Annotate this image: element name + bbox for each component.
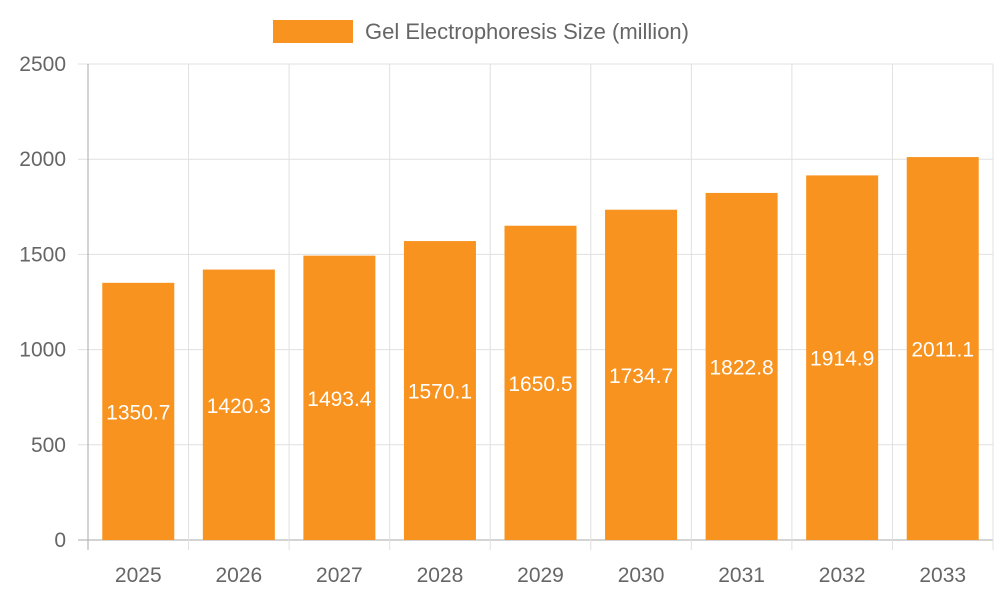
data-label: 2011.1 bbox=[911, 339, 974, 362]
legend-swatch bbox=[273, 20, 353, 43]
bar bbox=[906, 157, 979, 541]
data-label: 1914.9 bbox=[810, 348, 874, 371]
x-tick-label: 2031 bbox=[718, 564, 765, 587]
bar bbox=[504, 225, 577, 540]
bar bbox=[403, 241, 476, 540]
y-tick-label: 2000 bbox=[19, 148, 66, 171]
x-tick-label: 2032 bbox=[819, 564, 866, 587]
data-label: 1350.7 bbox=[106, 401, 170, 424]
x-tick-label: 2025 bbox=[115, 564, 162, 587]
axes: 0 500 1000 1500 2000 2500 2025 2026 2027 2028 2029… bbox=[19, 53, 966, 587]
data-label: 1734.7 bbox=[609, 365, 673, 388]
y-tick-label: 500 bbox=[31, 434, 66, 457]
bar bbox=[806, 175, 879, 540]
legend[interactable]: Gel Electrophoresis Size (million) bbox=[273, 19, 689, 44]
x-tick-label: 2029 bbox=[517, 564, 564, 587]
data-label: 1822.8 bbox=[709, 356, 773, 379]
x-tick-label: 2033 bbox=[919, 564, 966, 587]
data-label: 1420.3 bbox=[207, 395, 271, 418]
data-label: 1650.5 bbox=[508, 373, 572, 396]
bar bbox=[202, 269, 275, 540]
data-label: 1570.1 bbox=[408, 381, 472, 404]
bar bbox=[303, 255, 376, 540]
data-label: 1493.4 bbox=[307, 388, 372, 411]
x-tick-label: 2026 bbox=[215, 564, 262, 587]
y-tick-label: 0 bbox=[54, 529, 66, 552]
grid bbox=[78, 63, 994, 550]
y-tick-label: 2500 bbox=[19, 53, 66, 76]
y-tick-label: 1000 bbox=[19, 339, 66, 362]
x-tick-label: 2028 bbox=[417, 564, 464, 587]
bar bbox=[605, 209, 678, 540]
bar bbox=[705, 192, 778, 540]
bar bbox=[102, 282, 175, 540]
x-tick-label: 2030 bbox=[618, 564, 665, 587]
x-tick-label: 2027 bbox=[316, 564, 363, 587]
legend-label: Gel Electrophoresis Size (million) bbox=[365, 19, 689, 44]
y-tick-label: 1500 bbox=[19, 243, 66, 266]
bars: 1350.7 1420.3 1493.4 1570.1 1650.5 1734.7 1822… bbox=[102, 157, 979, 541]
